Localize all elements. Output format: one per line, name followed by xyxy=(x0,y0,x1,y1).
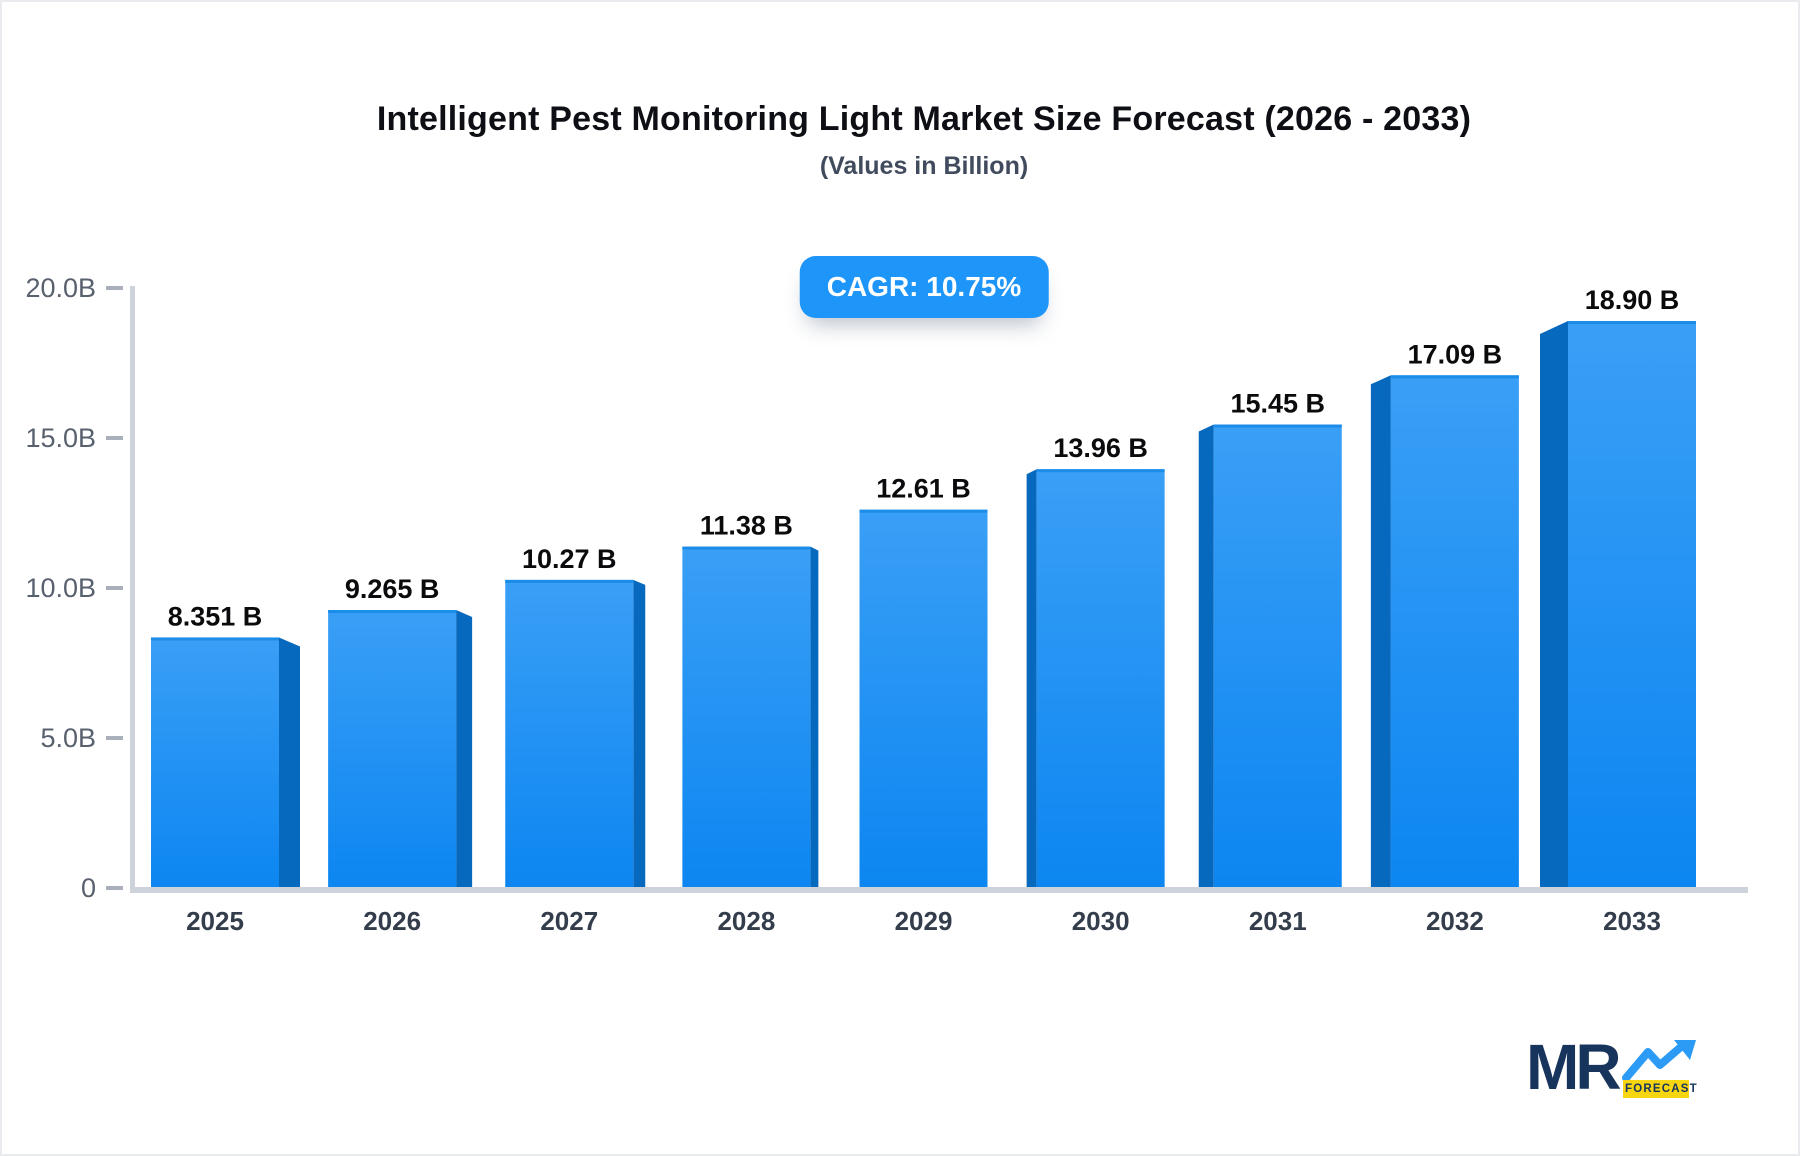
bar-value-label: 13.96 B xyxy=(1053,433,1148,463)
bar-value-label: 8.351 B xyxy=(168,601,263,631)
bar-2025: 8.351 B 2025 xyxy=(151,601,300,936)
y-tick-mark xyxy=(106,886,123,890)
y-tick-label: 5.0B xyxy=(40,723,96,753)
y-tick-label: 10.0B xyxy=(25,573,96,603)
bar-value-label: 9.265 B xyxy=(345,574,440,604)
x-axis-line xyxy=(130,887,1748,893)
mr-forecast-logo: MR FORECAST xyxy=(1526,1031,1702,1104)
bar-value-label: 10.27 B xyxy=(522,544,617,574)
y-tick-mark xyxy=(106,586,123,590)
x-tick-label: 2032 xyxy=(1426,906,1484,936)
bar-front-face xyxy=(1036,469,1165,888)
bar-side-face xyxy=(1026,469,1037,888)
x-tick-label: 2027 xyxy=(540,906,598,936)
bar-front-face xyxy=(1568,321,1696,888)
bar-side-face xyxy=(456,610,473,888)
y-tick-mark xyxy=(106,436,123,440)
bar-top-edge xyxy=(682,546,811,550)
bar-2030: 13.96 B 2030 xyxy=(1026,433,1165,936)
bar-top-edge xyxy=(151,637,279,641)
bar-value-label: 17.09 B xyxy=(1408,339,1503,369)
bar-side-face xyxy=(1540,321,1568,888)
bar-value-label: 12.61 B xyxy=(876,474,971,504)
x-tick-label: 2028 xyxy=(717,906,775,936)
y-tick-label: 20.0B xyxy=(25,273,96,303)
y-axis-line xyxy=(130,286,135,892)
y-tick-mark xyxy=(106,286,123,290)
bar-top-edge xyxy=(1568,321,1696,324)
bar-front-face xyxy=(151,637,279,888)
bar-2031: 15.45 B 2031 xyxy=(1198,389,1342,936)
x-tick-label: 2033 xyxy=(1603,906,1661,936)
logo-forecast-text: FORECAST xyxy=(1623,1080,1697,1098)
trend-arrow-icon xyxy=(1622,1040,1696,1082)
bar-2029: 12.61 B 2029 xyxy=(859,474,988,936)
bar-top-edge xyxy=(1390,375,1519,379)
bar-front-face xyxy=(505,579,634,888)
x-tick-label: 2030 xyxy=(1072,906,1130,936)
bar-side-face xyxy=(633,579,646,888)
bar-value-label: 18.90 B xyxy=(1585,285,1680,315)
bar-2033: 18.90 B 2033 xyxy=(1540,285,1696,936)
x-tick-label: 2029 xyxy=(895,906,953,936)
bar-value-label: 11.38 B xyxy=(700,511,793,541)
bar-2028: 11.38 B 2028 xyxy=(682,511,819,936)
chart-title: Intelligent Pest Monitoring Light Market… xyxy=(376,100,1472,138)
x-tick-label: 2031 xyxy=(1249,906,1307,936)
y-tick-mark xyxy=(106,736,123,740)
logo-mr-text: MR xyxy=(1526,1031,1622,1103)
bar-front-face xyxy=(859,509,988,888)
bar-side-face xyxy=(810,546,819,888)
bar-2027: 10.27 B 2027 xyxy=(505,544,646,936)
bar-side-face xyxy=(1198,424,1214,888)
y-tick-label: 15.0B xyxy=(25,423,96,453)
y-tick-label: 0 xyxy=(81,873,96,903)
x-tick-label: 2025 xyxy=(186,906,244,936)
bar-side-face xyxy=(1370,375,1391,888)
x-tick-label: 2026 xyxy=(363,906,421,936)
bar-top-edge xyxy=(859,509,988,513)
chart-subtitle: (Values in Billion) xyxy=(819,152,1029,180)
cagr-badge: CAGR: 10.75% xyxy=(799,256,1049,318)
bar-2026: 9.265 B 2026 xyxy=(328,574,473,936)
bar-top-edge xyxy=(328,610,457,614)
bar-top-edge xyxy=(1036,469,1165,473)
bar-top-edge xyxy=(505,579,634,583)
bar-value-label: 15.45 B xyxy=(1230,389,1325,419)
bar-front-face xyxy=(682,546,811,888)
bar-front-face xyxy=(1213,424,1342,888)
bar-side-face xyxy=(279,637,300,888)
bar-front-face xyxy=(1390,375,1519,888)
bar-front-face xyxy=(328,610,457,888)
bar-top-edge xyxy=(1213,424,1342,428)
bar-2032: 17.09 B 2032 xyxy=(1370,339,1519,936)
